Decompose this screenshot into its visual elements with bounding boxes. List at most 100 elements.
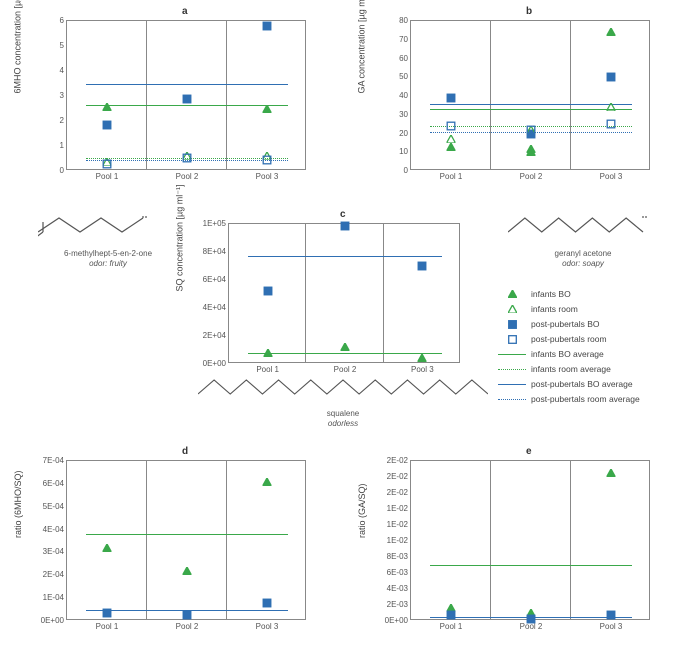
chem-sq: squalene odorless: [198, 378, 488, 429]
ytick-label: 0: [376, 167, 408, 175]
point-post_room: [183, 154, 192, 163]
ytick-label: 1: [32, 142, 64, 150]
ytick-label: 5: [32, 42, 64, 50]
ytick-label: 1E-02: [376, 537, 408, 545]
point-post_bo: [447, 93, 456, 102]
panel-letter: e: [526, 446, 532, 457]
xtick-label: Pool 1: [96, 172, 119, 181]
figure-root: Pool 1Pool 2Pool 301234566MHO concentrat…: [8, 8, 677, 649]
point-post_bo: [183, 610, 192, 619]
ytick-label: 1E-02: [376, 521, 408, 529]
legend-item: post-pubertals room: [498, 333, 640, 345]
ytick-label: 2E-02: [376, 457, 408, 465]
ytick-label: 4E+04: [194, 304, 226, 312]
point-post_room: [103, 159, 112, 168]
avg-line-infants_bo_avg: [248, 353, 443, 354]
ytick-label: 1E-02: [376, 505, 408, 513]
legend-label: infants room average: [531, 364, 611, 374]
avg-line-infants_bo_avg: [430, 109, 632, 110]
ytick-label: 2E-04: [32, 571, 64, 579]
chem-structure-svg: O: [38, 216, 178, 249]
legend-swatch: [498, 303, 526, 315]
point-post_bo: [263, 287, 272, 296]
avg-line-infants_bo_avg: [86, 534, 288, 535]
point-post_bo: [103, 120, 112, 129]
avg-line-post_bo_avg: [86, 84, 288, 85]
xtick-label: Pool 2: [176, 172, 199, 181]
ytick-label: 6: [32, 17, 64, 25]
panel-c: Pool 1Pool 2Pool 30E+002E+044E+046E+048E…: [228, 223, 460, 363]
avg-line-post_bo_avg: [430, 104, 632, 105]
ytick-label: 2E-02: [376, 489, 408, 497]
grid-vline: [226, 461, 227, 619]
grid-vline: [226, 21, 227, 169]
panel-letter: c: [340, 209, 346, 220]
ytick-label: 3E-04: [32, 548, 64, 556]
legend-label: infants room: [531, 304, 578, 314]
ytick-label: 0: [32, 167, 64, 175]
ytick-label: 4: [32, 67, 64, 75]
chem-name: 6-methylhept-5-en-2-one: [38, 249, 178, 259]
ytick-label: 6E-04: [32, 480, 64, 488]
plot-box: Pool 1Pool 2Pool 301020304050607080: [410, 20, 650, 170]
legend-swatch: [498, 393, 526, 405]
avg-line-infants_bo_avg: [430, 565, 632, 566]
chem-odor: odor: fruity: [38, 259, 178, 269]
panel-d: Pool 1Pool 2Pool 30E+001E-042E-043E-044E…: [66, 460, 306, 620]
plot-box: Pool 1Pool 2Pool 30123456: [66, 20, 306, 170]
ytick-label: 50: [376, 73, 408, 81]
legend-swatch: [498, 318, 526, 330]
chem-odor: odorless: [198, 419, 488, 429]
xtick-label: Pool 3: [411, 365, 434, 374]
panel-letter: a: [182, 6, 188, 17]
xtick-label: Pool 2: [334, 365, 357, 374]
avg-line-infants_bo_avg: [86, 105, 288, 106]
ytick-label: 0E+00: [376, 617, 408, 625]
point-infants_bo: [418, 354, 427, 362]
grid-vline: [305, 224, 306, 362]
xtick-label: Pool 3: [256, 622, 279, 631]
ytick-label: 8E-03: [376, 553, 408, 561]
xtick-label: Pool 3: [600, 172, 623, 181]
point-infants_bo: [447, 143, 456, 151]
point-post_room: [607, 120, 616, 129]
point-post_room: [263, 155, 272, 164]
panel-letter: d: [182, 446, 188, 457]
grid-vline: [570, 21, 571, 169]
grid-vline: [146, 21, 147, 169]
chem-structure-svg: [198, 378, 488, 409]
legend-swatch: [498, 333, 526, 345]
point-post_room: [447, 122, 456, 131]
ytick-label: 2E-03: [376, 601, 408, 609]
point-infants_bo: [103, 544, 112, 552]
point-infants_bo: [341, 343, 350, 351]
ytick-label: 3: [32, 92, 64, 100]
ytick-label: 0E+00: [194, 360, 226, 368]
ytick-label: 0E+00: [32, 617, 64, 625]
chem-ga: O geranyl acetone odor: soapy: [508, 216, 658, 269]
plot-box: Pool 1Pool 2Pool 30E+001E-042E-043E-044E…: [66, 460, 306, 620]
legend: infants BOinfants roompost-pubertals BOp…: [498, 288, 640, 408]
ytick-label: 60: [376, 55, 408, 63]
ytick-label: 2: [32, 117, 64, 125]
point-infants_bo: [263, 349, 272, 357]
legend-swatch: [498, 288, 526, 300]
legend-item: infants BO: [498, 288, 640, 300]
grid-vline: [570, 461, 571, 619]
xtick-label: Pool 2: [520, 172, 543, 181]
xtick-label: Pool 1: [96, 622, 119, 631]
ytick-label: 30: [376, 111, 408, 119]
point-infants_room: [607, 103, 616, 111]
point-infants_bo: [527, 148, 536, 156]
point-post_bo: [607, 611, 616, 620]
legend-label: post-pubertals BO average: [531, 379, 633, 389]
legend-item: infants room average: [498, 363, 640, 375]
grid-vline: [146, 461, 147, 619]
grid-vline: [490, 461, 491, 619]
ytick-label: 6E-03: [376, 569, 408, 577]
ytick-label: 4E-03: [376, 585, 408, 593]
ytick-label: 40: [376, 92, 408, 100]
point-post_room: [527, 125, 536, 134]
ytick-label: 1E-04: [32, 594, 64, 602]
legend-swatch: [498, 363, 526, 375]
